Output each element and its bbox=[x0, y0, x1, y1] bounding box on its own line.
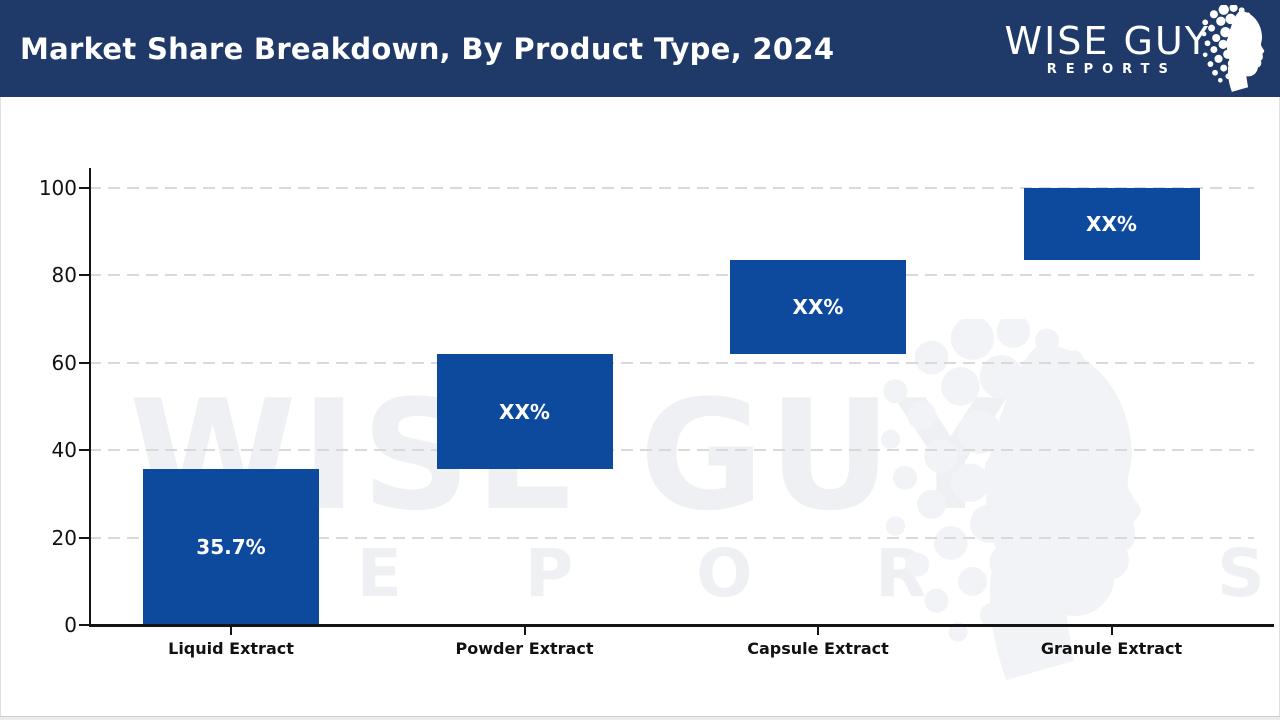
header-bar: Market Share Breakdown, By Product Type,… bbox=[0, 0, 1280, 97]
x-tick bbox=[523, 627, 526, 635]
x-tick bbox=[230, 627, 232, 635]
logo-face-icon bbox=[1201, 4, 1265, 92]
x-category-label: Granule Extract bbox=[1040, 639, 1183, 658]
y-tick-label: 0 bbox=[64, 613, 77, 637]
wise-guy-reports-logo: WISE GUY REPORTS bbox=[1005, 4, 1280, 93]
y-tick-label: 40 bbox=[51, 438, 77, 463]
gridline-y-100 bbox=[89, 187, 1254, 189]
y-tick-label: 60 bbox=[51, 350, 77, 375]
logo-reports-text: REPORTS bbox=[1046, 61, 1177, 77]
bar-value-label: XX% bbox=[499, 399, 550, 424]
x-tick bbox=[1110, 627, 1113, 635]
y-tick-label: 100 bbox=[38, 176, 77, 200]
gridline-y-40 bbox=[89, 449, 1254, 452]
bar-liquid-extract bbox=[143, 468, 319, 625]
logo-text: WISE GUY REPORTS bbox=[1005, 21, 1210, 77]
bar-value-label: XX% bbox=[1086, 212, 1137, 237]
page-title: Market Share Breakdown, By Product Type,… bbox=[20, 31, 835, 66]
y-tick-60 bbox=[79, 361, 89, 364]
bar-value-label: XX% bbox=[792, 295, 844, 320]
y-tick-0 bbox=[79, 624, 89, 626]
y-tick-80 bbox=[79, 274, 89, 277]
y-tick-label: 80 bbox=[51, 263, 77, 288]
y-tick-40 bbox=[79, 449, 89, 452]
y-tick-100 bbox=[79, 187, 89, 189]
x-category-label: Capsule Extract bbox=[747, 639, 889, 658]
bar-capsule-extract bbox=[730, 260, 906, 355]
x-category-label: Liquid Extract bbox=[168, 639, 294, 658]
y-axis bbox=[89, 168, 91, 627]
bar-value-label: 35.7% bbox=[196, 534, 266, 559]
x-category-label: Powder Extract bbox=[455, 639, 594, 658]
bar-granule-extract bbox=[1023, 188, 1200, 261]
gridline-y-60 bbox=[89, 361, 1254, 364]
logo-wise-guy-text: WISE GUY bbox=[1004, 18, 1210, 63]
chart-card: WISE GUY R E P O R T S 0 20 40 60 80 100 35.7%… bbox=[0, 97, 1280, 716]
gridline-y-20 bbox=[89, 536, 1254, 539]
gridline-y-80 bbox=[89, 274, 1254, 277]
waterfall-chart: 0 20 40 60 80 100 35.7% XX% XX% XX% Liquid Extract… bbox=[1, 97, 1279, 716]
bar-powder-extract bbox=[436, 354, 613, 469]
bottom-edge-strip bbox=[0, 716, 1280, 720]
y-tick-20 bbox=[79, 536, 89, 539]
x-axis bbox=[89, 624, 1274, 627]
y-tick-label: 20 bbox=[51, 525, 77, 550]
x-tick bbox=[817, 627, 819, 635]
